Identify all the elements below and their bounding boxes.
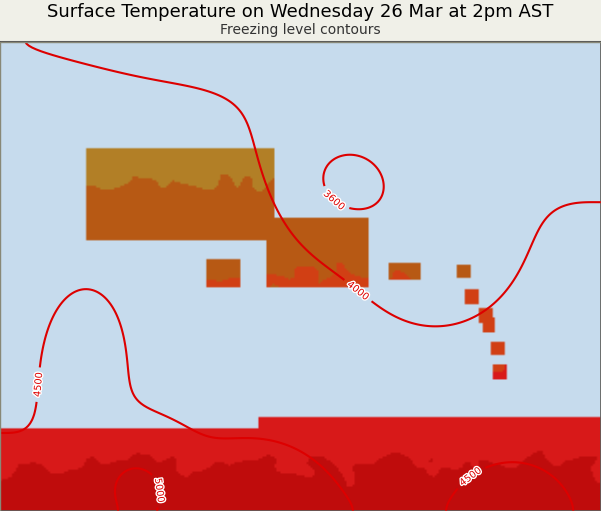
Text: Surface Temperature on Wednesday 26 Mar at 2pm AST: Surface Temperature on Wednesday 26 Mar … xyxy=(47,3,554,21)
Text: Freezing level contours: Freezing level contours xyxy=(220,23,381,37)
Text: 3600: 3600 xyxy=(322,189,347,212)
Text: 5000: 5000 xyxy=(153,477,166,503)
Text: 4500: 4500 xyxy=(457,465,483,488)
Text: 4000: 4000 xyxy=(346,279,371,302)
Text: 4500: 4500 xyxy=(32,372,44,398)
